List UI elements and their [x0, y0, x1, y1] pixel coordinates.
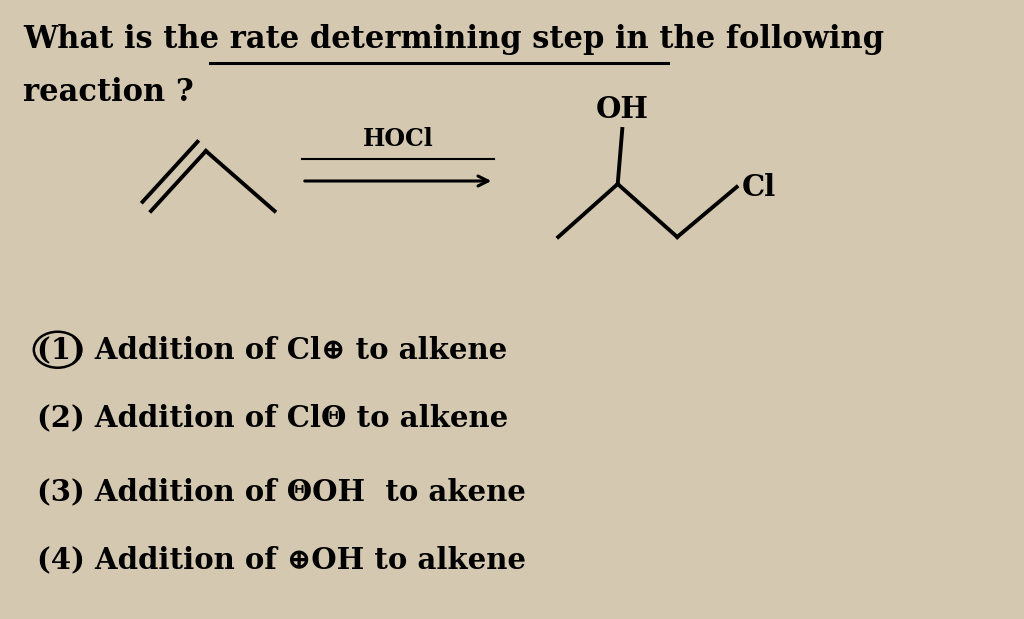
Text: Cl: Cl	[741, 173, 775, 202]
Text: What is the rate determining step in the following: What is the rate determining step in the…	[23, 24, 884, 55]
Text: OH: OH	[596, 95, 649, 124]
Text: (2) Addition of ClΘ to alkene: (2) Addition of ClΘ to alkene	[38, 404, 509, 432]
Text: (4) Addition of ⊕OH to alkene: (4) Addition of ⊕OH to alkene	[38, 546, 526, 574]
Text: reaction ?: reaction ?	[23, 77, 194, 108]
Text: HOCl: HOCl	[362, 127, 433, 151]
Text: (3) Addition of ΘOH  to akene: (3) Addition of ΘOH to akene	[38, 478, 526, 506]
Text: (1) Addition of Cl⊕ to alkene: (1) Addition of Cl⊕ to alkene	[38, 335, 508, 364]
